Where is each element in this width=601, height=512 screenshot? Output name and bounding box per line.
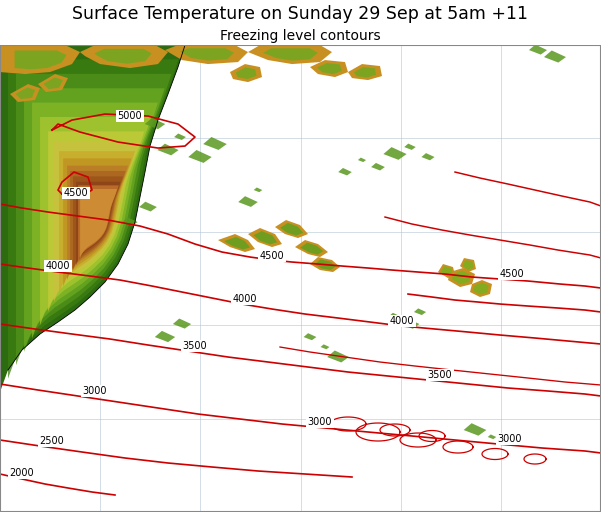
Text: 4500: 4500 <box>499 269 524 279</box>
Polygon shape <box>338 168 352 176</box>
Polygon shape <box>80 189 117 259</box>
Polygon shape <box>236 68 257 79</box>
Polygon shape <box>529 45 547 55</box>
Polygon shape <box>263 48 318 60</box>
Polygon shape <box>157 144 178 155</box>
Polygon shape <box>320 345 329 349</box>
Polygon shape <box>300 243 323 254</box>
Polygon shape <box>76 182 121 265</box>
Polygon shape <box>94 49 151 64</box>
Polygon shape <box>371 163 385 170</box>
Polygon shape <box>32 102 158 338</box>
Polygon shape <box>218 234 255 252</box>
Polygon shape <box>38 74 68 92</box>
Polygon shape <box>123 218 138 226</box>
Polygon shape <box>275 220 308 238</box>
Text: 4000: 4000 <box>390 316 414 326</box>
Polygon shape <box>354 67 376 77</box>
Text: 4000: 4000 <box>46 261 70 271</box>
Polygon shape <box>280 223 303 236</box>
Text: 2000: 2000 <box>10 468 34 478</box>
Polygon shape <box>54 142 139 302</box>
Text: 3500: 3500 <box>183 341 207 351</box>
Polygon shape <box>317 63 342 74</box>
Polygon shape <box>43 77 63 89</box>
Polygon shape <box>358 158 366 162</box>
Polygon shape <box>470 280 492 297</box>
Polygon shape <box>474 283 489 294</box>
Polygon shape <box>174 134 186 140</box>
Polygon shape <box>441 266 453 276</box>
Polygon shape <box>16 88 35 99</box>
Text: 5000: 5000 <box>118 111 142 121</box>
Polygon shape <box>173 318 191 329</box>
Polygon shape <box>544 51 566 62</box>
Text: Surface Temperature on Sunday 29 Sep at 5am +11: Surface Temperature on Sunday 29 Sep at … <box>73 5 528 23</box>
Polygon shape <box>315 260 335 270</box>
Polygon shape <box>421 153 435 160</box>
Polygon shape <box>505 439 514 444</box>
Polygon shape <box>63 158 132 287</box>
Polygon shape <box>348 64 382 80</box>
Polygon shape <box>248 228 282 247</box>
Polygon shape <box>155 331 175 342</box>
Text: 4000: 4000 <box>233 294 257 304</box>
Polygon shape <box>460 258 476 272</box>
Polygon shape <box>310 60 348 77</box>
Polygon shape <box>452 271 471 284</box>
Text: 4500: 4500 <box>64 188 88 198</box>
Polygon shape <box>78 185 119 262</box>
Text: 3000: 3000 <box>498 434 522 444</box>
Polygon shape <box>304 333 316 340</box>
Polygon shape <box>295 240 328 257</box>
Polygon shape <box>145 118 165 129</box>
Polygon shape <box>404 143 416 150</box>
Polygon shape <box>139 202 157 211</box>
Polygon shape <box>310 257 340 272</box>
Polygon shape <box>488 435 496 439</box>
Polygon shape <box>80 45 168 68</box>
Polygon shape <box>327 351 349 362</box>
Polygon shape <box>463 423 486 436</box>
Polygon shape <box>248 45 332 64</box>
Polygon shape <box>59 151 135 293</box>
Polygon shape <box>73 176 123 270</box>
Polygon shape <box>388 313 402 321</box>
Polygon shape <box>67 165 128 280</box>
Polygon shape <box>463 260 474 270</box>
Polygon shape <box>414 308 426 315</box>
Polygon shape <box>16 74 171 365</box>
Polygon shape <box>0 45 185 392</box>
Polygon shape <box>230 64 262 82</box>
Text: 2500: 2500 <box>40 436 64 446</box>
Polygon shape <box>448 268 475 287</box>
Text: 3500: 3500 <box>428 370 453 380</box>
Polygon shape <box>238 196 258 207</box>
Polygon shape <box>14 51 67 69</box>
Polygon shape <box>40 117 151 325</box>
Text: Freezing level contours: Freezing level contours <box>220 29 381 43</box>
Polygon shape <box>254 231 277 244</box>
Polygon shape <box>48 132 144 312</box>
Text: 4500: 4500 <box>260 251 284 261</box>
Polygon shape <box>254 187 262 192</box>
Polygon shape <box>224 237 250 249</box>
Polygon shape <box>400 318 419 329</box>
Polygon shape <box>203 137 227 150</box>
Polygon shape <box>70 171 126 275</box>
Polygon shape <box>165 45 248 64</box>
Polygon shape <box>438 264 455 278</box>
Text: 3000: 3000 <box>83 386 107 396</box>
Text: 3000: 3000 <box>308 417 332 427</box>
Polygon shape <box>188 150 212 163</box>
Polygon shape <box>0 45 80 74</box>
Polygon shape <box>8 59 178 379</box>
Polygon shape <box>383 147 407 160</box>
Polygon shape <box>24 88 165 352</box>
Polygon shape <box>180 48 234 60</box>
Polygon shape <box>10 84 40 102</box>
